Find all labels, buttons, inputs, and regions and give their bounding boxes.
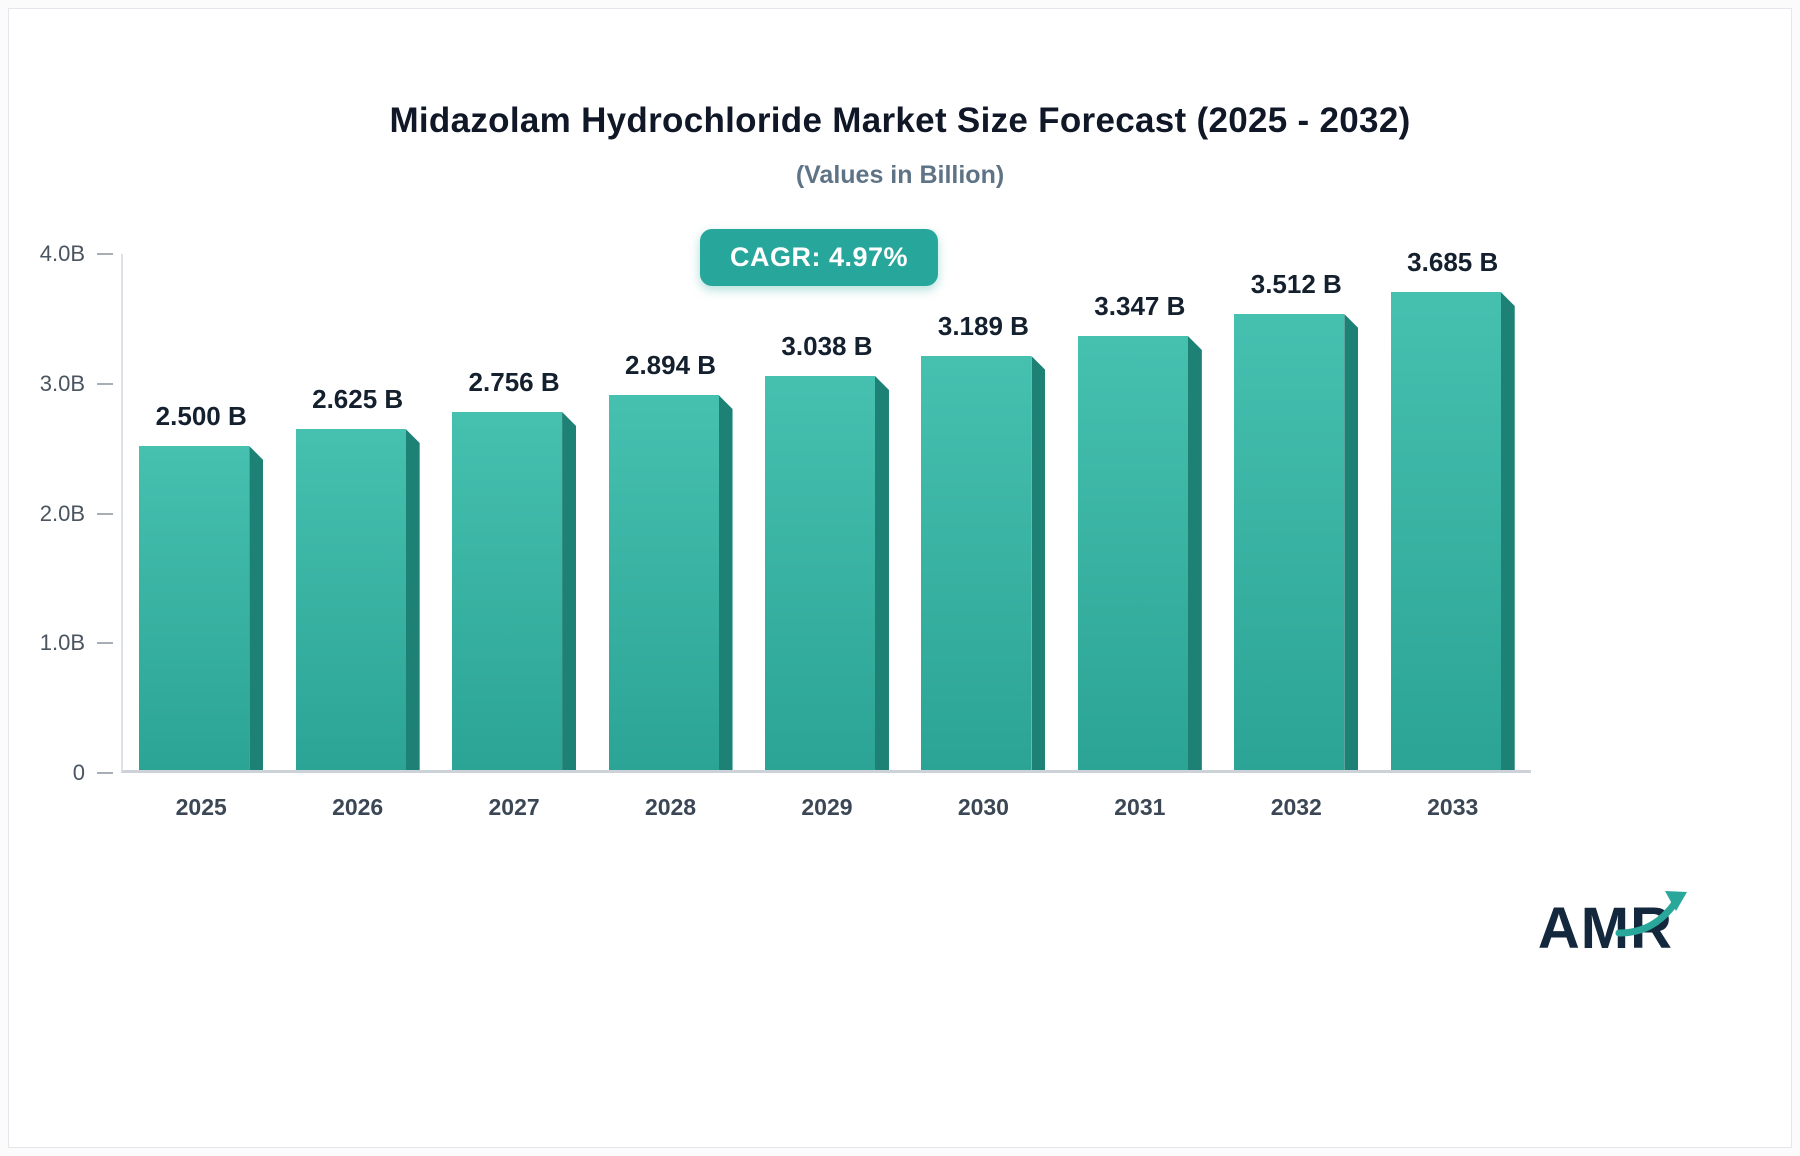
amr-logo: AMR	[1537, 891, 1687, 961]
bar	[452, 412, 577, 770]
x-axis-label: 2026	[332, 794, 384, 820]
x-axis-label: 2030	[957, 794, 1009, 820]
bar-column: 2.894 B 2028	[592, 254, 748, 820]
bar-value-label: 3.512 B	[1250, 269, 1342, 299]
bar-front-face	[1234, 314, 1345, 770]
bar-front-face	[764, 376, 875, 770]
x-axis-label: 2032	[1270, 794, 1322, 820]
bar-value-label: 2.625 B	[312, 384, 404, 414]
bar-front-face	[608, 395, 719, 770]
bar-value-label: 2.756 B	[468, 367, 560, 397]
bar	[295, 429, 420, 770]
y-axis-tick: 0	[9, 760, 113, 786]
plot-area: 2.500 B 2025 2.625 B 2026 2.756 B 2027 2.894 B…	[121, 247, 1531, 820]
cagr-badge: CAGR: 4.97%	[699, 229, 939, 286]
bar-side-face	[562, 412, 577, 770]
bar-side-face	[874, 376, 889, 770]
bars-container: 2.500 B 2025 2.625 B 2026 2.756 B 2027 2.894 B…	[123, 247, 1531, 820]
bar-side-face	[405, 429, 420, 770]
x-axis-label: 2029	[801, 794, 853, 820]
bar	[921, 356, 1046, 770]
bar	[1077, 336, 1202, 770]
bar-front-face	[295, 429, 406, 770]
y-axis-tick-mark	[97, 253, 113, 255]
bar-value-label: 2.500 B	[155, 401, 247, 431]
bar-column: 3.347 B 2031	[1062, 254, 1218, 820]
bar	[608, 395, 733, 770]
bar	[1234, 314, 1359, 770]
y-axis-tick-label: 4.0B	[39, 241, 85, 266]
bar-side-face	[1187, 336, 1202, 770]
y-axis-tick-mark	[97, 772, 113, 774]
chart-subtitle: (Values in Billion)	[795, 161, 1005, 189]
bar-side-face	[1031, 356, 1046, 770]
cagr-badge-label: CAGR: 4.97%	[729, 242, 909, 272]
y-axis-tick-mark	[97, 512, 113, 515]
bar-side-face	[1500, 292, 1515, 770]
bar-front-face	[921, 356, 1032, 770]
bar-side-face	[718, 395, 733, 770]
chart-title: Midazolam Hydrochloride Market Size Fore…	[389, 101, 1411, 140]
bar-column: 3.512 B 2032	[1218, 254, 1374, 820]
amr-logo-text: AMR	[1537, 896, 1673, 961]
bar-column: 3.189 B 2030	[905, 254, 1061, 820]
bar-side-face	[249, 446, 264, 770]
y-axis-tick-label: 1.0B	[39, 630, 85, 656]
bar-column: 3.685 B 2033	[1375, 247, 1531, 820]
bar-column: 2.756 B 2027	[436, 254, 592, 820]
y-axis-tick-mark	[97, 642, 113, 645]
bar-column: 3.038 B 2029	[749, 254, 905, 820]
x-axis-label: 2033	[1427, 794, 1479, 820]
bar	[139, 446, 264, 770]
y-axis-tick: 4.0B	[9, 241, 113, 267]
bar-front-face	[452, 412, 563, 770]
y-axis-tick: 1.0B	[9, 630, 113, 656]
bar-column: 2.500 B 2025	[123, 254, 279, 820]
y-axis-tick-label: 0	[72, 760, 85, 785]
x-axis-label: 2031	[1114, 794, 1166, 820]
y-axis: 4.0B 3.0B 2.0B 1.0B 0	[9, 241, 113, 785]
chart-card: Midazolam Hydrochloride Market Size Fore…	[8, 8, 1792, 1148]
bar-column: 2.625 B 2026	[279, 254, 435, 820]
y-axis-tick: 3.0B	[9, 371, 113, 397]
y-axis-tick-mark	[97, 382, 113, 385]
x-axis-label: 2025	[175, 794, 227, 820]
bar-front-face	[1077, 336, 1188, 770]
bar-side-face	[1344, 314, 1359, 770]
bar-value-label: 3.038 B	[781, 331, 873, 361]
x-axis-label: 2027	[488, 794, 540, 820]
bar-front-face	[139, 446, 250, 770]
y-axis-tick-label: 2.0B	[39, 500, 85, 526]
bar-value-label: 3.347 B	[1094, 291, 1186, 321]
y-axis-tick: 2.0B	[9, 501, 113, 527]
x-axis-label: 2028	[644, 794, 697, 820]
bar-value-label: 2.894 B	[624, 350, 717, 380]
bar-value-label: 3.189 B	[937, 311, 1029, 341]
y-axis-tick-label: 3.0B	[39, 370, 85, 396]
bar	[1390, 292, 1515, 770]
bar-value-label: 3.685 B	[1407, 247, 1499, 277]
bar-front-face	[1390, 292, 1501, 770]
bar	[764, 376, 889, 770]
